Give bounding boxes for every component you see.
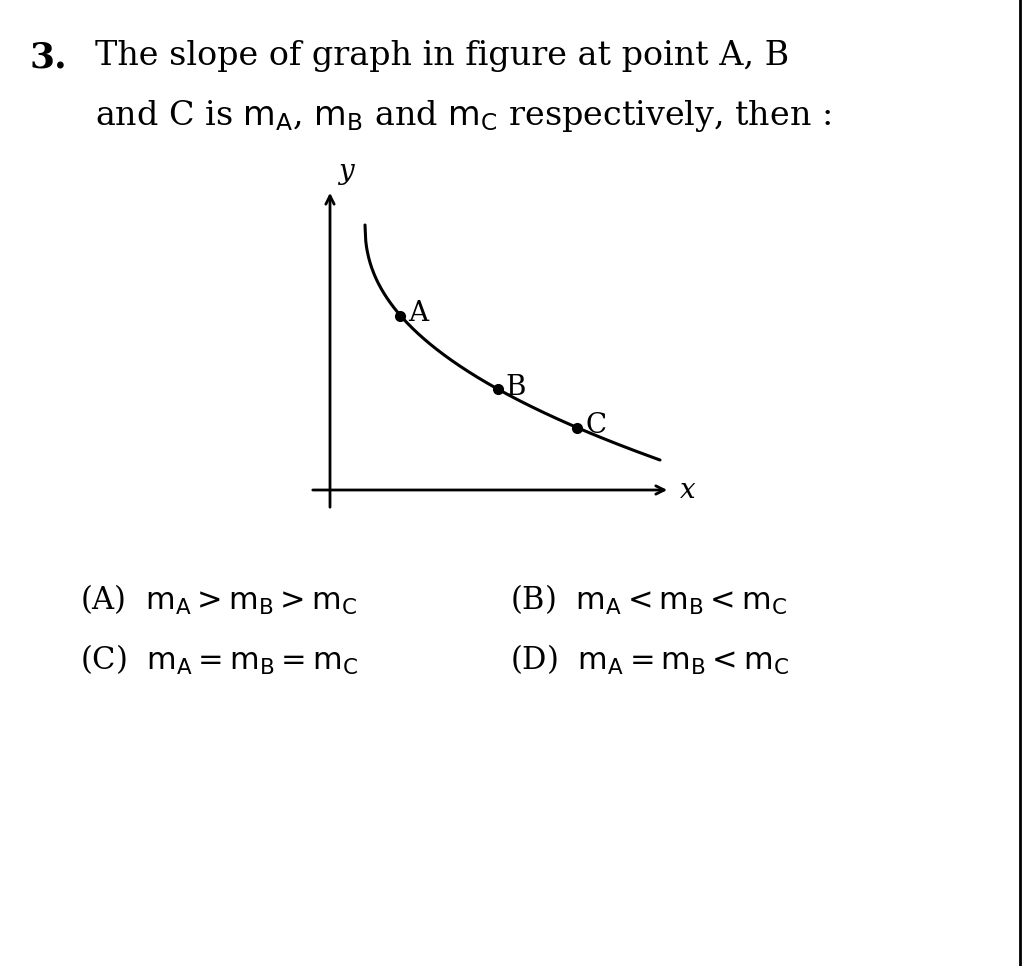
Text: y: y [338, 158, 353, 185]
Text: B: B [506, 374, 526, 401]
Text: The slope of graph in figure at point A, B: The slope of graph in figure at point A,… [95, 40, 790, 72]
Text: (B)  $\mathrm{m_A < m_B < m_C}$: (B) $\mathrm{m_A < m_B < m_C}$ [510, 582, 787, 617]
Text: (C)  $\mathrm{m_A = m_B = m_C}$: (C) $\mathrm{m_A = m_B = m_C}$ [80, 643, 358, 677]
Text: C: C [586, 412, 606, 440]
Text: (A)  $\mathrm{m_A > m_B > m_C}$: (A) $\mathrm{m_A > m_B > m_C}$ [80, 582, 357, 617]
Text: x: x [680, 476, 695, 503]
Text: and C is $\mathrm{m_A}$, $\mathrm{m_B}$ and $\mathrm{m_C}$ respectively, then :: and C is $\mathrm{m_A}$, $\mathrm{m_B}$ … [95, 98, 831, 134]
Text: A: A [409, 300, 428, 327]
Text: 3.: 3. [30, 40, 68, 74]
Text: (D)  $\mathrm{m_A = m_B < m_C}$: (D) $\mathrm{m_A = m_B < m_C}$ [510, 643, 790, 677]
